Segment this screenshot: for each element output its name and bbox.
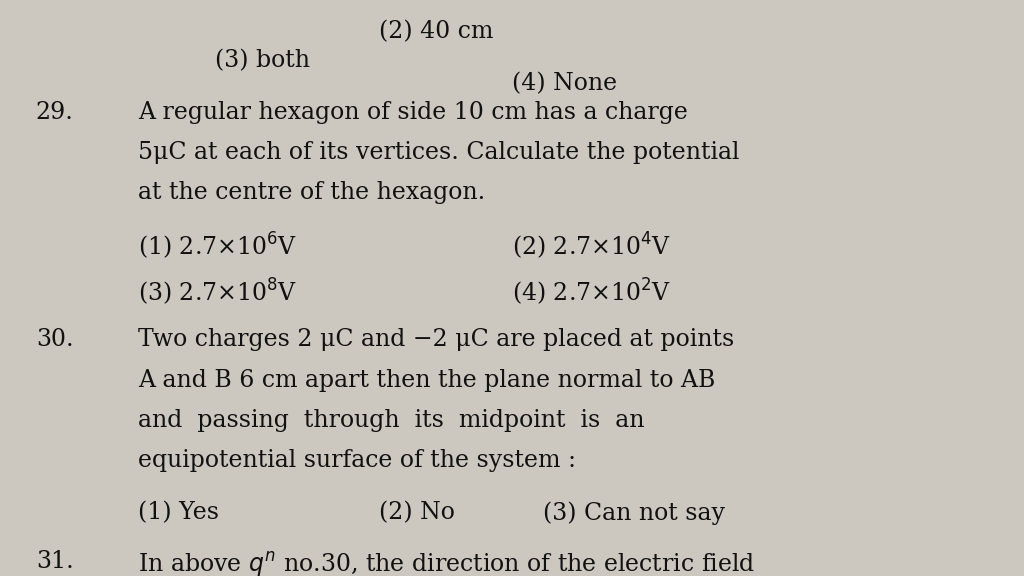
Text: (3) 2.7×10$^{8}$V: (3) 2.7×10$^{8}$V [138, 276, 298, 307]
Text: 29.: 29. [36, 101, 74, 124]
Text: Two charges 2 μC and −2 μC are placed at points: Two charges 2 μC and −2 μC are placed at… [138, 328, 734, 351]
Text: A regular hexagon of side 10 cm has a charge: A regular hexagon of side 10 cm has a ch… [138, 101, 688, 124]
Text: 5μC at each of its vertices. Calculate the potential: 5μC at each of its vertices. Calculate t… [138, 141, 739, 164]
Text: at the centre of the hexagon.: at the centre of the hexagon. [138, 181, 485, 204]
Text: 31.: 31. [36, 550, 74, 573]
Text: (4) 2.7×10$^{2}$V: (4) 2.7×10$^{2}$V [512, 276, 672, 307]
Text: (2) 40 cm: (2) 40 cm [379, 20, 494, 43]
Text: A and B 6 cm apart then the plane normal to AB: A and B 6 cm apart then the plane normal… [138, 369, 716, 392]
Text: In above $q^{n}$ no.30, the direction of the electric field: In above $q^{n}$ no.30, the direction of… [138, 550, 756, 576]
Text: 30.: 30. [36, 328, 74, 351]
Text: equipotential surface of the system :: equipotential surface of the system : [138, 449, 577, 472]
Text: and  passing  through  its  midpoint  is  an: and passing through its midpoint is an [138, 409, 645, 432]
Text: (1) 2.7×10$^{6}$V: (1) 2.7×10$^{6}$V [138, 230, 298, 261]
Text: (4) None: (4) None [512, 72, 617, 95]
Text: (3) Can not say: (3) Can not say [543, 501, 725, 525]
Text: (2) No: (2) No [379, 501, 455, 524]
Text: (1) Yes: (1) Yes [138, 501, 219, 524]
Text: (2) 2.7×10$^{4}$V: (2) 2.7×10$^{4}$V [512, 230, 672, 261]
Text: (3) both: (3) both [215, 49, 310, 72]
